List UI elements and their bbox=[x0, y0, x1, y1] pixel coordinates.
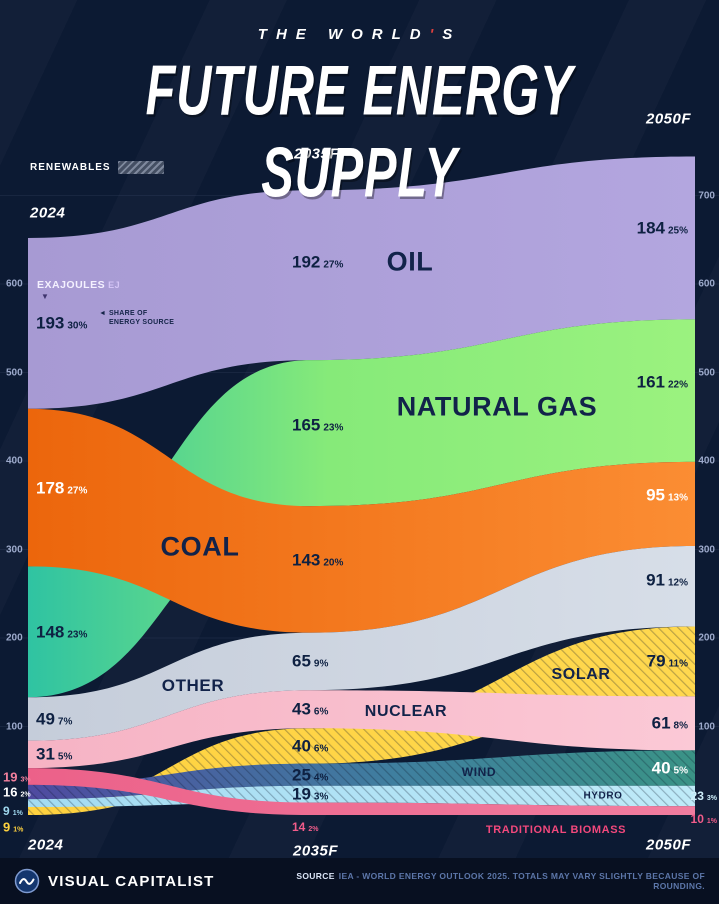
down-arrow-icon: ▼ bbox=[41, 292, 49, 301]
category-traditional-biomass: TRADITIONAL BIOMASS bbox=[485, 824, 627, 836]
category-oil: OIL bbox=[386, 246, 434, 277]
axis-tick-left-100: 100 bbox=[6, 721, 23, 732]
renewables-legend: RENEWABLES bbox=[30, 161, 164, 174]
category-hydro: HYDRO bbox=[583, 790, 623, 802]
year-bottom-2024: 2024 bbox=[28, 836, 64, 854]
kicker: THE WORLD'S bbox=[0, 26, 719, 43]
band-hatch-solar bbox=[28, 626, 695, 815]
axis-tick-left-200: 200 bbox=[6, 632, 23, 644]
category-coal: COAL bbox=[160, 531, 240, 562]
axis-tick-left-500: 500 bbox=[6, 367, 23, 378]
value-oil-2050F: 184 25% bbox=[636, 218, 688, 238]
value-nuclear-2024: 31 5% bbox=[36, 744, 73, 764]
axis-tick-right-100: 100 bbox=[698, 721, 715, 732]
category-solar: SOLAR bbox=[551, 666, 611, 683]
footer: VISUAL CAPITALIST SOURCE IEA - WORLD ENER… bbox=[0, 858, 719, 904]
unit-label: EXAJOULES bbox=[37, 279, 106, 291]
value-natural-gas-2024: 148 23% bbox=[36, 622, 88, 642]
share-annotation-text: SHARE OF ENERGY SOURCE bbox=[108, 310, 175, 327]
category-natural-gas: NATURAL GAS bbox=[396, 391, 598, 422]
kicker-text-post: S bbox=[442, 26, 462, 43]
band-hatch-wind bbox=[28, 750, 695, 800]
year-top-2035F: 2035F bbox=[294, 145, 340, 163]
band-oil bbox=[28, 156, 695, 409]
axis-tick-right-200: 200 bbox=[698, 632, 715, 644]
value-hydro-2035F: 19 3% bbox=[292, 784, 329, 804]
visual-capitalist-logo bbox=[14, 868, 40, 894]
value-traditional-biomass-2035F: 14 2% bbox=[292, 819, 319, 834]
axis-tick-left-600: 600 bbox=[6, 278, 23, 290]
value-coal-2050F: 95 13% bbox=[646, 485, 688, 505]
category-nuclear: NUCLEAR bbox=[364, 703, 448, 720]
unit-annotation: EXAJOULES EJ bbox=[37, 279, 120, 291]
renewables-hatch-swatch bbox=[117, 161, 164, 174]
band-nuclear bbox=[28, 690, 695, 769]
page-title: FUTURE ENERGY SUPPLY bbox=[145, 51, 574, 213]
band-coal bbox=[28, 408, 695, 633]
band-natural-gas bbox=[28, 319, 695, 698]
value-natural-gas-2035F: 165 23% bbox=[292, 415, 344, 435]
axis-tick-left-400: 400 bbox=[6, 455, 23, 467]
value-traditional-biomass-2050F: 10 1% bbox=[690, 811, 717, 826]
category-other: OTHER bbox=[161, 676, 225, 695]
value-coal-2035F: 143 20% bbox=[292, 550, 344, 570]
brand: VISUAL CAPITALIST bbox=[14, 868, 215, 894]
value-nuclear-2035F: 43 6% bbox=[292, 699, 329, 719]
axis-tick-right-400: 400 bbox=[698, 455, 715, 467]
value-solar-2024: 9 1% bbox=[3, 819, 24, 835]
value-coal-2024: 178 27% bbox=[36, 478, 88, 498]
value-solar-2050F: 79 11% bbox=[646, 651, 688, 671]
value-other-2050F: 91 12% bbox=[646, 570, 688, 590]
value-wind-2024: 16 2% bbox=[3, 784, 31, 800]
value-solar-2035F: 40 6% bbox=[292, 736, 329, 756]
year-bottom-2035F: 2035F bbox=[293, 842, 339, 860]
value-oil-2024: 193 30% bbox=[36, 313, 88, 333]
value-wind-2035F: 25 4% bbox=[292, 765, 329, 785]
year-top-2024: 2024 bbox=[30, 204, 66, 222]
band-other bbox=[28, 545, 695, 741]
unit-suffix: EJ bbox=[108, 280, 121, 290]
left-arrow-icon: ◄ bbox=[99, 310, 106, 317]
kicker-text-pre: THE WORLD bbox=[257, 26, 430, 43]
band-traditional-biomass bbox=[28, 768, 695, 815]
axis-tick-left-300: 300 bbox=[6, 544, 23, 555]
value-traditional-biomass-2024: 19 3% bbox=[3, 769, 31, 784]
source-note: SOURCE IEA - WORLD ENERGY OUTLOOK 2025. T… bbox=[275, 871, 705, 891]
axis-tick-right-600: 600 bbox=[698, 278, 715, 290]
value-oil-2035F: 192 27% bbox=[292, 252, 344, 272]
value-hydro-2050F: 23 3% bbox=[690, 788, 717, 803]
year-top-2050F: 2050F bbox=[646, 110, 692, 128]
axis-tick-right-500: 500 bbox=[698, 367, 715, 378]
value-nuclear-2050F: 61 8% bbox=[651, 713, 688, 733]
value-wind-2050F: 40 5% bbox=[651, 758, 688, 778]
year-bottom-2050F: 2050F bbox=[646, 836, 692, 854]
kicker-apostrophe: ' bbox=[429, 26, 443, 43]
category-wind: WIND bbox=[461, 765, 497, 779]
renewables-legend-label: RENEWABLES bbox=[30, 162, 111, 173]
share-annotation: ◄ SHARE OF ENERGY SOURCE bbox=[99, 309, 174, 327]
axis-tick-right-300: 300 bbox=[698, 544, 715, 555]
source-text: IEA - WORLD ENERGY OUTLOOK 2025. TOTALS … bbox=[338, 871, 705, 891]
value-hydro-2024: 9 1% bbox=[3, 804, 23, 819]
brand-name: VISUAL CAPITALIST bbox=[48, 872, 215, 890]
axis-tick-right-700: 700 bbox=[698, 190, 715, 201]
value-other-2035F: 65 9% bbox=[292, 651, 329, 671]
source-label: SOURCE bbox=[296, 871, 335, 881]
value-natural-gas-2050F: 161 22% bbox=[636, 372, 688, 392]
value-other-2024: 49 7% bbox=[36, 709, 73, 729]
